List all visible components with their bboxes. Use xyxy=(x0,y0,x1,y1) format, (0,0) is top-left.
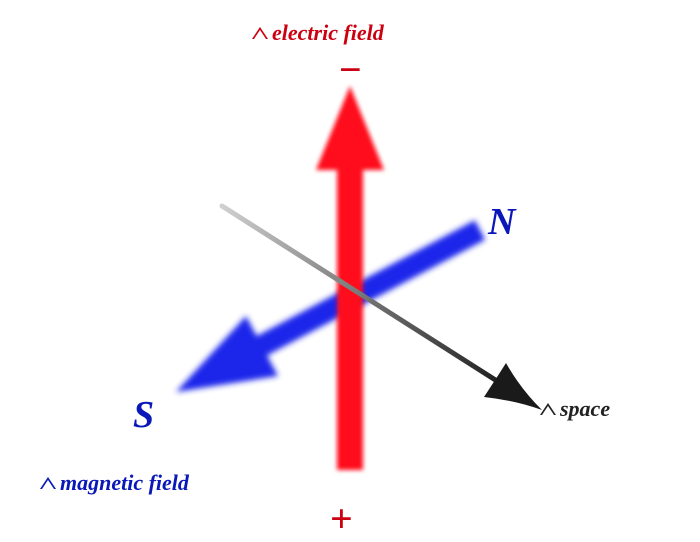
positive-sign: + xyxy=(330,495,353,542)
space-label: space xyxy=(540,396,610,422)
electric-label-text: electric field xyxy=(272,20,384,46)
triangle-icon xyxy=(40,476,56,490)
space-label-text: space xyxy=(560,396,610,422)
north-pole-label: N xyxy=(488,200,515,244)
south-pole-label: S xyxy=(133,393,154,437)
magnetic-field-label: magnetic field xyxy=(40,470,189,496)
magnetic-axis xyxy=(176,230,480,392)
electric-field-label: electric field xyxy=(252,20,384,46)
negative-sign: − xyxy=(339,46,362,93)
triangle-icon xyxy=(252,26,268,40)
magnetic-label-text: magnetic field xyxy=(60,470,189,496)
triangle-icon xyxy=(540,402,556,416)
